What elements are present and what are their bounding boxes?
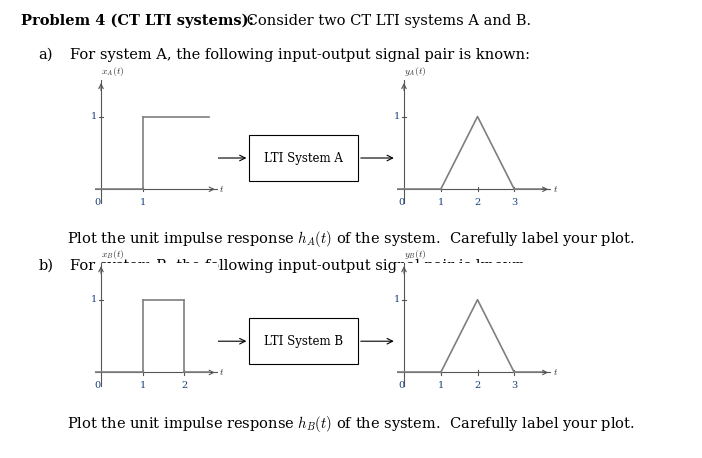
- Text: 2: 2: [181, 381, 187, 390]
- Text: $y_B(t)$: $y_B(t)$: [404, 248, 427, 261]
- Text: 1: 1: [394, 295, 400, 304]
- Text: 0: 0: [398, 381, 404, 390]
- Text: 2: 2: [475, 381, 481, 390]
- Text: $x_A(t)$: $x_A(t)$: [101, 65, 124, 78]
- Text: 1: 1: [437, 198, 444, 207]
- Text: 1: 1: [91, 112, 97, 121]
- Text: For system A, the following input-output signal pair is known:: For system A, the following input-output…: [70, 48, 530, 62]
- Text: $t$: $t$: [552, 184, 558, 194]
- Text: Plot the unit impulse response $h_B(t)$ of the system.  Carefully label your plo: Plot the unit impulse response $h_B(t)$ …: [67, 414, 635, 435]
- Text: 1: 1: [140, 198, 146, 207]
- Text: Consider two CT LTI systems A and B.: Consider two CT LTI systems A and B.: [242, 14, 531, 28]
- Text: $y_A(t)$: $y_A(t)$: [404, 65, 427, 78]
- Text: 2: 2: [475, 198, 481, 207]
- Text: 3: 3: [511, 381, 517, 390]
- Text: 1: 1: [394, 112, 400, 121]
- Text: 1: 1: [140, 381, 146, 390]
- Text: $t$: $t$: [552, 367, 558, 377]
- Text: $t$: $t$: [219, 367, 224, 377]
- Text: 0: 0: [398, 198, 404, 207]
- Text: LTI System A: LTI System A: [264, 152, 343, 164]
- Text: 1: 1: [91, 295, 97, 304]
- Text: 0: 0: [95, 198, 101, 207]
- Text: For system B, the following input-output signal pair is known:: For system B, the following input-output…: [70, 259, 530, 273]
- Text: 1: 1: [437, 381, 444, 390]
- Text: Problem 4 (CT LTI systems):: Problem 4 (CT LTI systems):: [21, 14, 254, 28]
- Text: $t$: $t$: [219, 184, 224, 194]
- Text: a): a): [39, 48, 53, 62]
- Text: b): b): [39, 259, 53, 273]
- Text: $x_B(t)$: $x_B(t)$: [101, 248, 124, 261]
- Text: 0: 0: [95, 381, 101, 390]
- Text: LTI System B: LTI System B: [264, 335, 343, 348]
- Text: Plot the unit impulse response $h_A(t)$ of the system.  Carefully label your plo: Plot the unit impulse response $h_A(t)$ …: [67, 229, 635, 249]
- Text: 3: 3: [511, 198, 517, 207]
